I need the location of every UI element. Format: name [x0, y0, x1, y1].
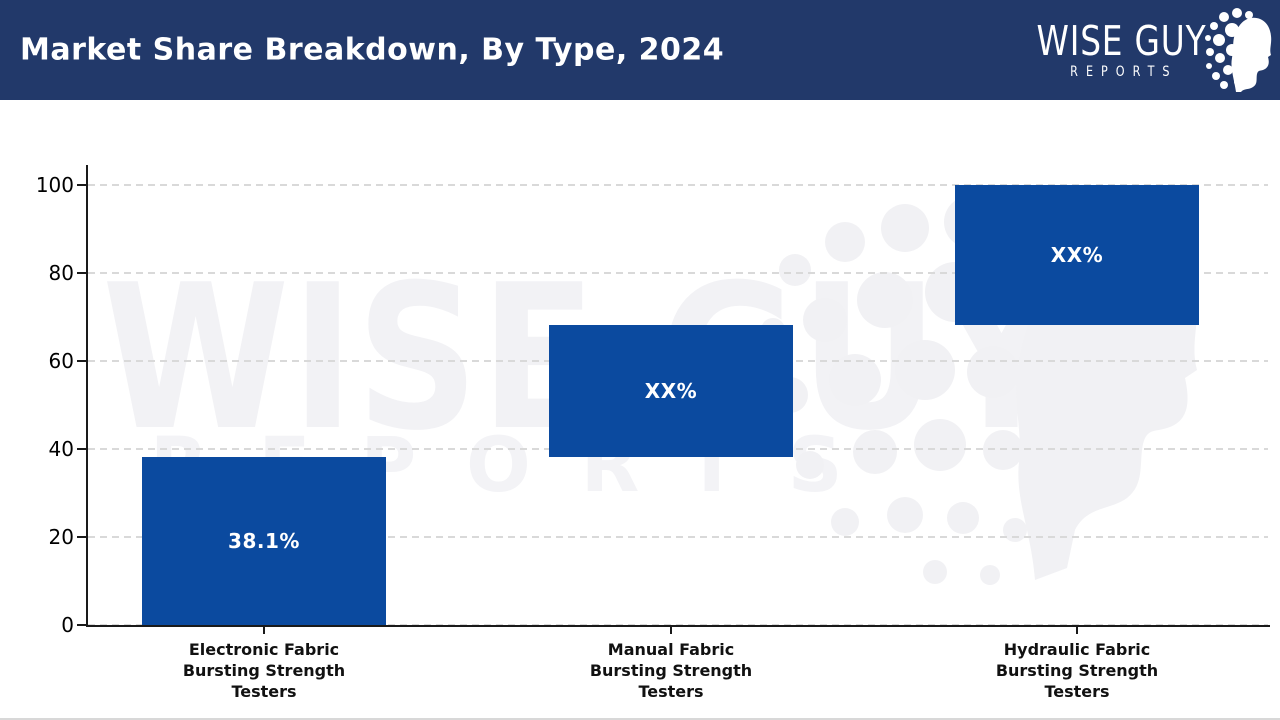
gridline-100 [88, 184, 1268, 186]
bar-value-label-2: XX% [644, 379, 698, 404]
y-axis-line [86, 165, 88, 627]
y-tick-20 [77, 536, 86, 538]
header-bar: Market Share Breakdown, By Type, 2024 WI… [0, 0, 1280, 100]
chart-area: 0 20 40 60 80 100 38.1% Electronic Fabric Burst… [0, 100, 1280, 718]
wiseguy-logo-text: WISE GUY REPORTS [1036, 17, 1206, 80]
y-tick-label-60: 60 [48, 349, 74, 373]
gridline-20 [88, 536, 1268, 538]
y-tick-label-20: 20 [48, 525, 74, 549]
y-tick-label-100: 100 [35, 173, 74, 197]
bar-value-label-1: 38.1% [228, 529, 300, 554]
y-tick-label-40: 40 [48, 437, 74, 461]
bar-value-label-3: XX% [1050, 242, 1104, 267]
x-tick-3 [1076, 627, 1078, 634]
page-title: Market Share Breakdown, By Type, 2024 [20, 32, 725, 68]
wiseguy-logo-subtitle: REPORTS [1069, 63, 1178, 80]
bar-2: XX% [549, 324, 793, 458]
y-tick-label-80: 80 [48, 261, 74, 285]
y-tick-label-0: 0 [61, 613, 74, 637]
y-tick-0 [77, 624, 86, 626]
y-tick-60 [77, 360, 86, 362]
bar-1: 38.1% [142, 457, 386, 625]
x-tick-1 [263, 627, 265, 634]
wiseguy-logo: WISE GUY REPORTS [994, 5, 1272, 95]
gridline-80 [88, 272, 1268, 274]
y-tick-40 [77, 448, 86, 450]
wiseguy-face-icon [1205, 8, 1272, 92]
y-tick-80 [77, 272, 86, 274]
bar-3: XX% [955, 185, 1199, 325]
x-axis-line [86, 625, 1270, 627]
y-tick-100 [77, 184, 86, 186]
category-label-3: Hydraulic Fabric Bursting Strength Teste… [995, 640, 1159, 701]
x-tick-2 [670, 627, 672, 634]
category-label-1: Electronic Fabric Bursting Strength Test… [182, 640, 346, 701]
category-label-2: Manual Fabric Bursting Strength Testers [589, 640, 753, 701]
wiseguy-logo-wordmark: WISE GUY [1036, 17, 1206, 66]
